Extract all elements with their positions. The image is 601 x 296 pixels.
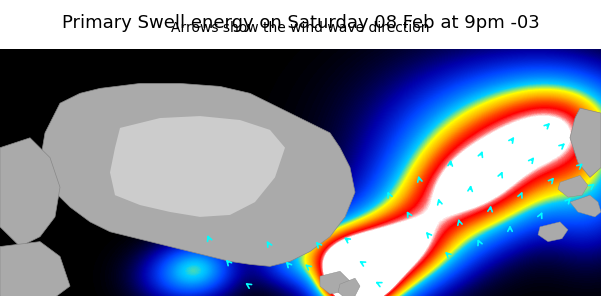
Polygon shape (570, 195, 601, 217)
Text: Primary Swell energy on Saturday 08 Feb at 9pm -03: Primary Swell energy on Saturday 08 Feb … (62, 14, 539, 32)
Polygon shape (0, 138, 60, 247)
Polygon shape (0, 242, 70, 296)
Polygon shape (338, 278, 360, 296)
Polygon shape (538, 222, 568, 242)
Text: Arrows show the wind wave direction: Arrows show the wind wave direction (171, 21, 430, 35)
Polygon shape (110, 116, 285, 217)
Polygon shape (558, 176, 588, 197)
Polygon shape (320, 271, 350, 294)
Polygon shape (570, 108, 601, 177)
Polygon shape (40, 83, 355, 266)
